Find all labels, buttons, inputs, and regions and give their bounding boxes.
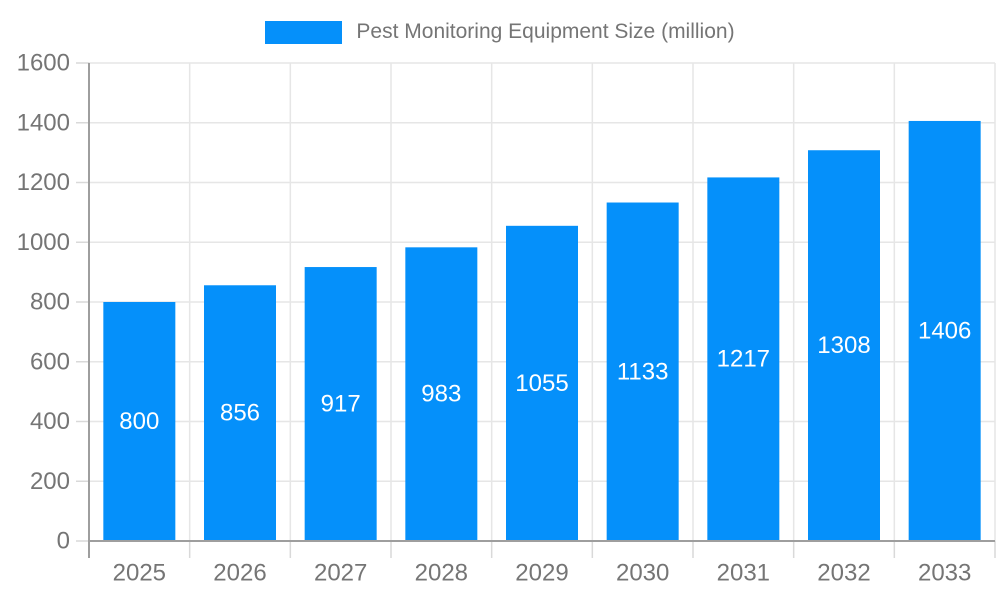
x-axis-label: 2030 [616, 560, 669, 587]
bar-value-label: 800 [119, 408, 159, 435]
x-axis-label: 2028 [415, 560, 468, 587]
x-axis-label: 2026 [213, 560, 266, 587]
legend-item[interactable]: Pest Monitoring Equipment Size (million) [0, 19, 1000, 45]
legend-swatch [265, 20, 343, 44]
y-axis-label: 600 [30, 348, 70, 375]
bar-value-label: 983 [421, 381, 461, 408]
bar-value-label: 1308 [817, 332, 870, 359]
x-axis-label: 2027 [314, 560, 367, 587]
bar [405, 247, 478, 542]
bar-value-label: 1406 [918, 317, 971, 344]
bar-value-label: 1133 [617, 358, 669, 385]
y-axis-label: 800 [30, 289, 70, 316]
bar-value-label: 917 [321, 391, 361, 418]
x-axis-label: 2032 [817, 560, 870, 587]
bar [606, 202, 679, 542]
y-axis-label: 1000 [17, 229, 70, 256]
y-axis-label: 1400 [17, 109, 70, 136]
x-axis-label: 2033 [918, 560, 971, 587]
x-axis-label: 2031 [717, 560, 770, 587]
y-axis-label: 0 [57, 528, 70, 555]
bar [908, 120, 981, 542]
bar [506, 225, 578, 541]
y-axis-label: 1600 [17, 50, 70, 77]
bar [808, 150, 880, 542]
x-axis-label: 2025 [113, 560, 166, 587]
y-axis-label: 200 [30, 468, 70, 495]
bar [103, 302, 176, 541]
bar-value-label: 1217 [717, 346, 770, 373]
y-axis-label: 1200 [17, 169, 70, 196]
bar [304, 267, 377, 541]
legend-label: Pest Monitoring Equipment Size (million) [356, 20, 735, 43]
y-axis-label: 400 [30, 408, 70, 435]
x-axis-label: 2029 [515, 560, 568, 587]
bar-value-label: 856 [220, 400, 260, 427]
bar [707, 177, 780, 541]
bar-value-label: 1055 [515, 370, 568, 397]
bar [204, 285, 276, 541]
